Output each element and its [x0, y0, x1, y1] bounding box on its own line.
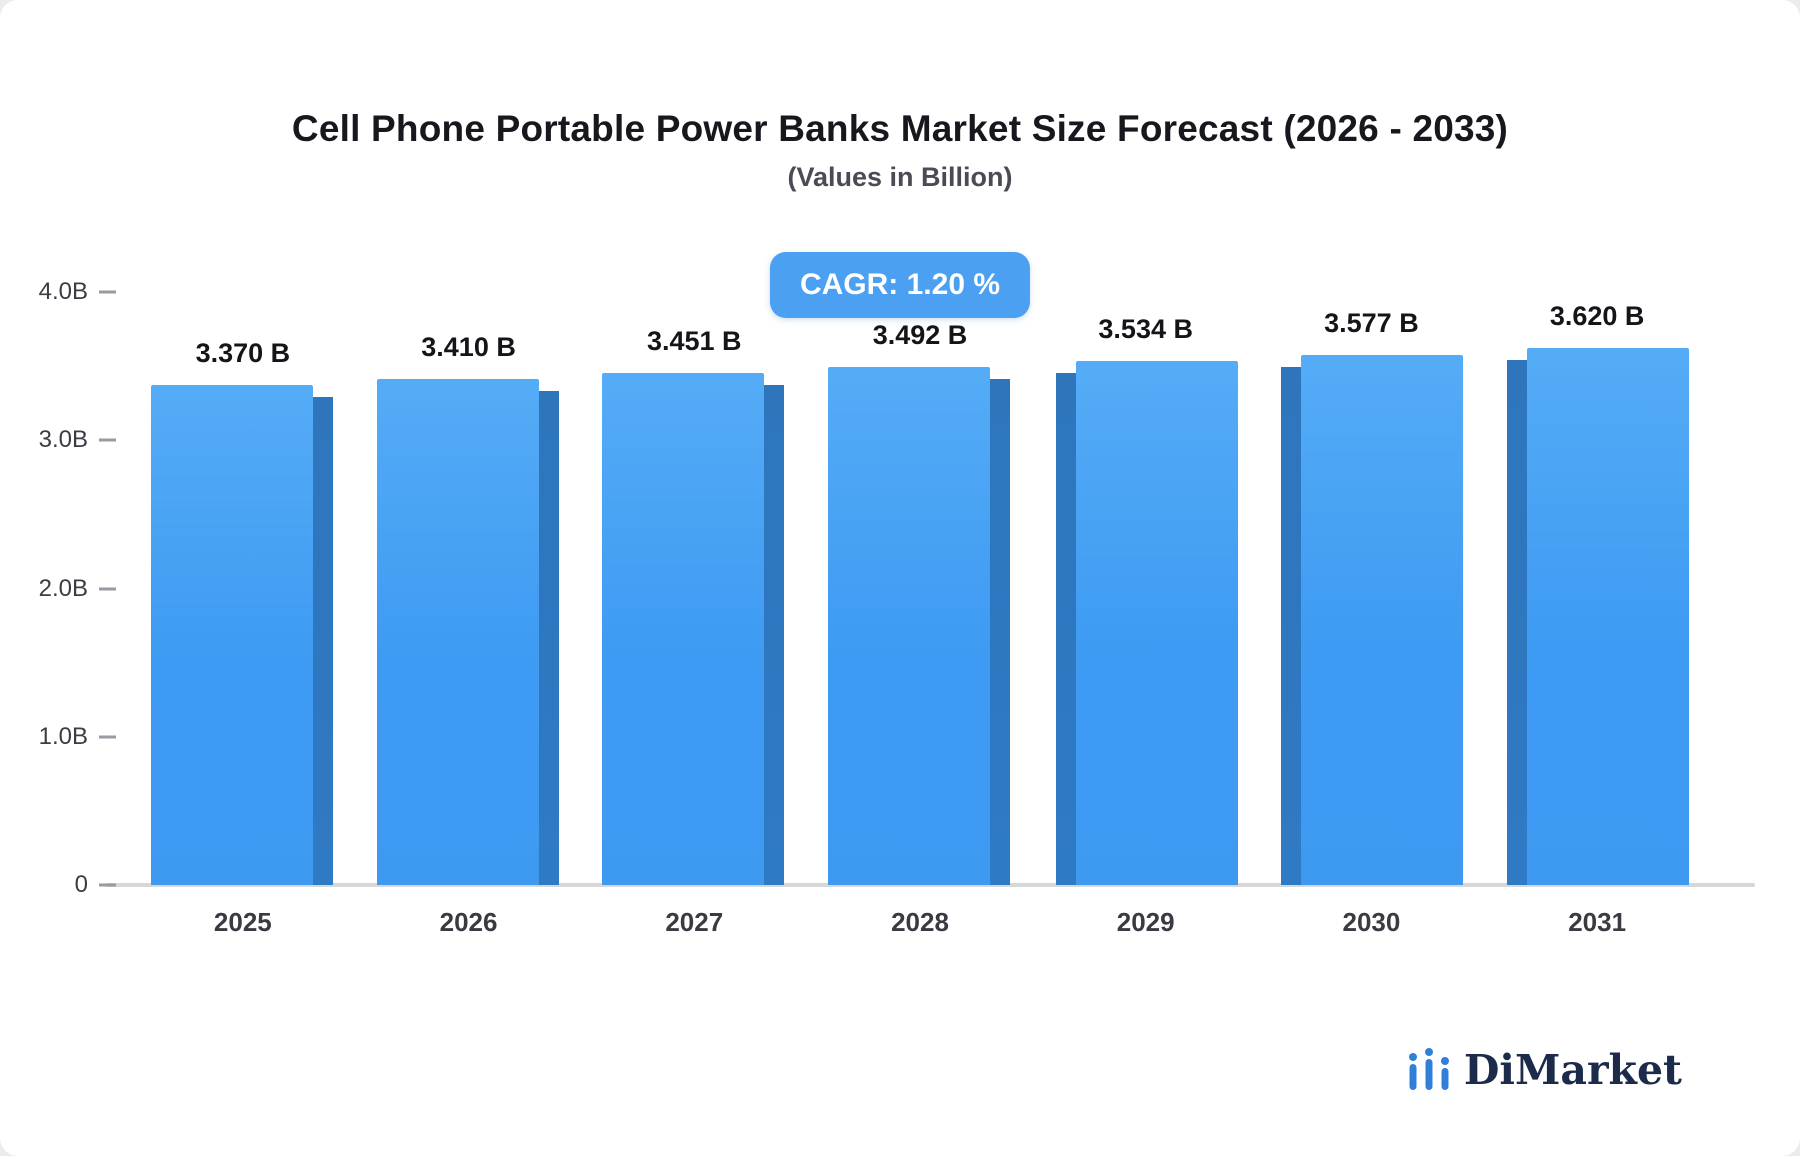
y-axis-tick-mark — [99, 587, 116, 590]
bar-value-label: 3.492 B — [872, 320, 968, 351]
bar — [1075, 361, 1238, 885]
bar — [1527, 348, 1690, 885]
brand-logo-text: DiMarket — [1463, 1046, 1682, 1094]
y-axis-tick-label: 3.0B — [38, 426, 88, 454]
x-axis-tick-label: 2028 — [891, 907, 949, 937]
bar-group: 3.492 B 2028 — [807, 292, 1033, 937]
y-axis-tick-label: 2.0B — [38, 574, 88, 602]
bar-3d-side — [1281, 366, 1304, 885]
y-axis-tick-label: 0 — [74, 871, 88, 898]
bar-value-label: 3.410 B — [421, 332, 516, 363]
bar-value-label: 3.370 B — [195, 338, 291, 369]
x-axis-tick-label: 2031 — [1568, 907, 1627, 937]
bar-group: 3.370 B 2025 — [130, 292, 356, 937]
x-axis-tick-label: 2026 — [439, 907, 498, 937]
bar — [1301, 354, 1464, 885]
bar-value-label: 3.451 B — [646, 326, 742, 357]
bar-3d-side — [1055, 373, 1078, 885]
y-axis-tick-label: 4.0B — [38, 278, 88, 305]
bar-3d-side — [1507, 360, 1530, 885]
x-axis-line — [105, 883, 1755, 887]
bar-group: 3.577 B 2030 — [1259, 292, 1485, 937]
cagr-badge: CAGR: 1.20 % — [769, 252, 1031, 318]
bar-group: 3.451 B 2027 — [581, 292, 807, 937]
bar-3d-side — [987, 379, 1010, 885]
bar-value-label: 3.534 B — [1098, 314, 1193, 345]
bar-group: 3.620 B 2031 — [1484, 292, 1710, 937]
y-axis-tick-mark — [99, 883, 116, 887]
bar-value-label: 3.577 B — [1324, 307, 1419, 338]
bar-chart-plot-area: 4.0B 3.0B 2.0B 1.0B 0 3.370 B 2025 3.410 B 2026 3… — [39, 278, 1755, 937]
chart-subtitle: (Values in Billion) — [787, 162, 1013, 192]
bar-3d-side — [536, 391, 559, 885]
y-axis-tick-label: 1.0B — [38, 722, 88, 750]
bar-group: 3.410 B 2026 — [356, 292, 582, 937]
bar-3d-side — [310, 397, 333, 885]
bar-value-label: 3.620 B — [1549, 301, 1645, 332]
x-axis-tick-label: 2025 — [213, 907, 272, 937]
chart-title: Cell Phone Portable Power Banks Market S… — [291, 108, 1509, 149]
bar-3d-side — [762, 385, 785, 885]
bar-group: 3.534 B 2029 — [1033, 292, 1259, 937]
y-axis-tick-mark — [99, 438, 116, 442]
y-axis-tick-mark — [99, 735, 116, 739]
bar — [376, 379, 539, 885]
y-axis-tick-mark — [99, 290, 116, 294]
bar-chart-dots-icon — [1408, 1048, 1449, 1090]
x-axis-tick-label: 2030 — [1342, 907, 1401, 937]
x-axis-tick-label: 2027 — [665, 907, 724, 937]
bar — [602, 373, 765, 885]
bar — [827, 367, 990, 885]
bar — [150, 385, 313, 885]
x-axis-tick-label: 2029 — [1116, 907, 1175, 937]
brand-logo: DiMarket — [1406, 1046, 1682, 1094]
